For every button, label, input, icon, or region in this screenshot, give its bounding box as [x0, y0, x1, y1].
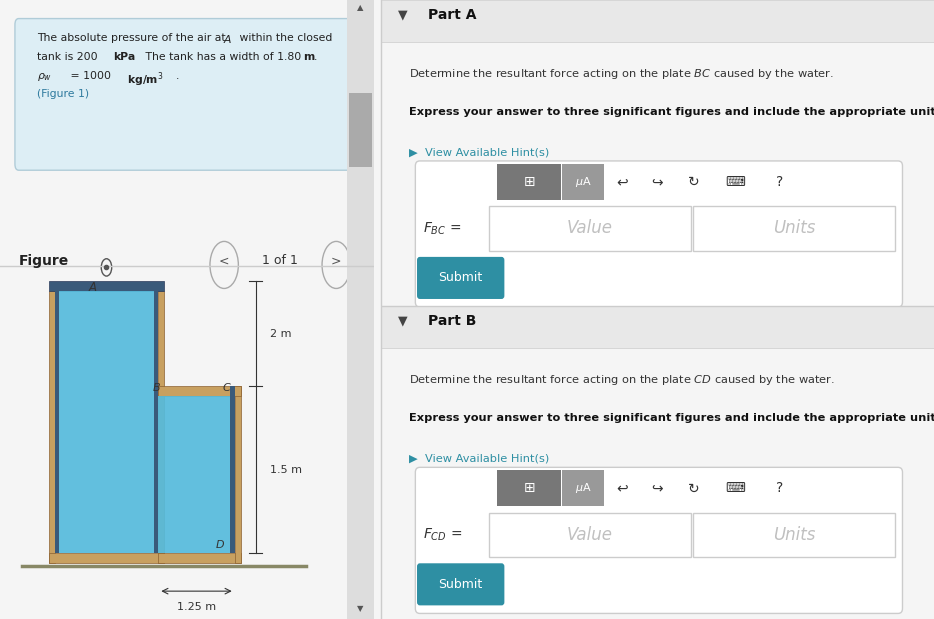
Bar	[153, 291, 159, 553]
Bar	[60, 291, 153, 553]
Text: ▼: ▼	[398, 8, 407, 21]
Bar	[234, 386, 241, 563]
Text: = 1000: = 1000	[66, 71, 114, 80]
Bar	[381, 306, 934, 348]
Text: 1 of 1: 1 of 1	[262, 254, 298, 267]
Bar	[497, 164, 560, 200]
Text: ?: ?	[775, 482, 783, 495]
Text: ↩: ↩	[616, 482, 628, 495]
Text: ↩: ↩	[616, 175, 628, 189]
Text: ▼: ▼	[357, 604, 363, 613]
Bar	[693, 513, 896, 557]
Text: Units: Units	[773, 219, 816, 238]
Bar	[159, 386, 241, 396]
Bar	[49, 281, 164, 291]
Text: ↪: ↪	[652, 175, 663, 189]
Text: 2 m: 2 m	[271, 329, 292, 339]
Text: $\mu$A: $\mu$A	[575, 175, 592, 189]
Text: Express your answer to three significant figures and include the appropriate uni: Express your answer to three significant…	[409, 107, 934, 117]
Bar	[230, 386, 234, 553]
Text: $\rho_w$: $\rho_w$	[37, 71, 52, 82]
Text: tank is 200: tank is 200	[37, 52, 102, 62]
Text: within the closed: within the closed	[236, 33, 333, 43]
FancyBboxPatch shape	[417, 563, 504, 605]
Bar	[54, 291, 60, 553]
Text: Part A: Part A	[428, 8, 476, 22]
Bar	[347, 0, 374, 619]
FancyBboxPatch shape	[416, 467, 902, 613]
Text: 1.25 m: 1.25 m	[177, 602, 216, 612]
Bar	[488, 513, 691, 557]
Text: kg/m$^3$: kg/m$^3$	[127, 71, 163, 89]
Text: $B$: $B$	[151, 381, 161, 393]
Text: .: .	[314, 52, 318, 62]
Text: .: .	[177, 71, 179, 80]
Text: 1.5 m: 1.5 m	[271, 465, 303, 475]
FancyBboxPatch shape	[416, 161, 902, 307]
Text: ▲: ▲	[357, 3, 363, 12]
Text: $A$: $A$	[88, 281, 97, 294]
Bar	[562, 164, 604, 200]
Text: $C$: $C$	[222, 381, 232, 393]
Text: Value: Value	[567, 219, 613, 238]
Text: The tank has a width of 1.80: The tank has a width of 1.80	[142, 52, 304, 62]
Text: Determine the resultant force acting on the plate $\mathit{CD}$ caused by the wa: Determine the resultant force acting on …	[409, 373, 835, 387]
Text: ⌨: ⌨	[725, 482, 745, 495]
Text: $F_{BC}$ =: $F_{BC}$ =	[422, 220, 460, 236]
Text: ⌨: ⌨	[725, 175, 745, 189]
Text: Value: Value	[567, 526, 613, 544]
Bar	[349, 93, 372, 167]
Text: $F_{CD}$ =: $F_{CD}$ =	[422, 527, 461, 543]
Text: ⊞: ⊞	[523, 482, 535, 495]
Text: ▼: ▼	[398, 314, 407, 327]
Bar	[49, 291, 54, 563]
Text: Determine the resultant force acting on the plate $\mathit{BC}$ caused by the wa: Determine the resultant force acting on …	[409, 67, 834, 81]
Text: ↻: ↻	[687, 175, 700, 189]
Text: ?: ?	[775, 175, 783, 189]
Text: ▶  View Available Hint(s): ▶ View Available Hint(s)	[409, 147, 549, 157]
Text: ↪: ↪	[652, 482, 663, 495]
Text: Submit: Submit	[439, 578, 483, 591]
Text: $\mathit{A}$: $\mathit{A}$	[223, 33, 233, 45]
Text: Part B: Part B	[428, 314, 476, 329]
Text: Figure: Figure	[19, 254, 69, 268]
Text: $D$: $D$	[215, 539, 225, 550]
Bar	[49, 553, 164, 563]
Bar	[159, 553, 241, 563]
FancyBboxPatch shape	[15, 19, 359, 170]
Text: The absolute pressure of the air at: The absolute pressure of the air at	[37, 33, 230, 43]
Bar	[488, 206, 691, 251]
Text: ⊞: ⊞	[523, 175, 535, 189]
FancyBboxPatch shape	[417, 257, 504, 299]
Text: Submit: Submit	[439, 271, 483, 285]
Text: (Figure 1): (Figure 1)	[37, 89, 90, 99]
Bar	[497, 470, 560, 506]
Text: $\mu$A: $\mu$A	[575, 482, 592, 495]
Text: Units: Units	[773, 526, 816, 544]
Bar	[159, 291, 164, 563]
Text: kPa: kPa	[113, 52, 135, 62]
Text: ▶  View Available Hint(s): ▶ View Available Hint(s)	[409, 454, 549, 464]
Text: >: >	[331, 254, 342, 267]
Text: <: <	[219, 254, 230, 267]
Text: m: m	[304, 52, 315, 62]
Text: ↻: ↻	[687, 482, 700, 495]
Bar	[562, 470, 604, 506]
Bar	[159, 396, 230, 553]
Bar	[693, 206, 896, 251]
Bar	[381, 0, 934, 42]
Text: Express your answer to three significant figures and include the appropriate uni: Express your answer to three significant…	[409, 413, 934, 423]
